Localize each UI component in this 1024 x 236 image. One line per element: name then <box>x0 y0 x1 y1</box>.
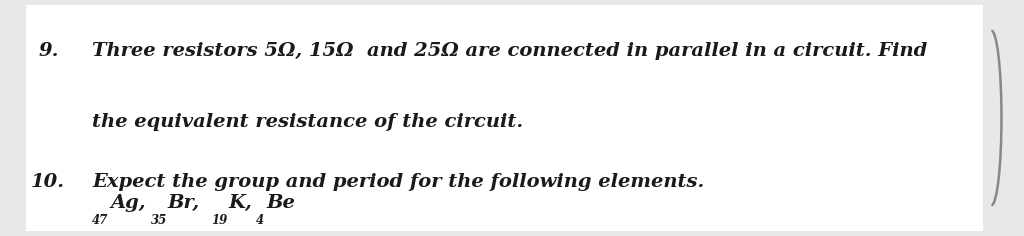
Text: 9.: 9. <box>39 42 59 60</box>
Text: Three resistors 5Ω, 15Ω  and 25Ω are connected in parallel in a circuit. Find: Three resistors 5Ω, 15Ω and 25Ω are conn… <box>92 42 928 60</box>
Text: Br,: Br, <box>168 194 200 212</box>
Text: Be: Be <box>266 194 295 212</box>
FancyBboxPatch shape <box>26 5 983 231</box>
Text: Expect the group and period for the following elements.: Expect the group and period for the foll… <box>92 173 705 191</box>
Text: 47: 47 <box>92 214 109 227</box>
Text: K,: K, <box>228 194 252 212</box>
Text: the equivalent resistance of the circuit.: the equivalent resistance of the circuit… <box>92 113 523 131</box>
Text: 19: 19 <box>211 214 227 227</box>
Text: Ag,: Ag, <box>111 194 146 212</box>
Text: 4: 4 <box>256 214 264 227</box>
Text: 10.: 10. <box>31 173 65 191</box>
Text: 35: 35 <box>151 214 167 227</box>
